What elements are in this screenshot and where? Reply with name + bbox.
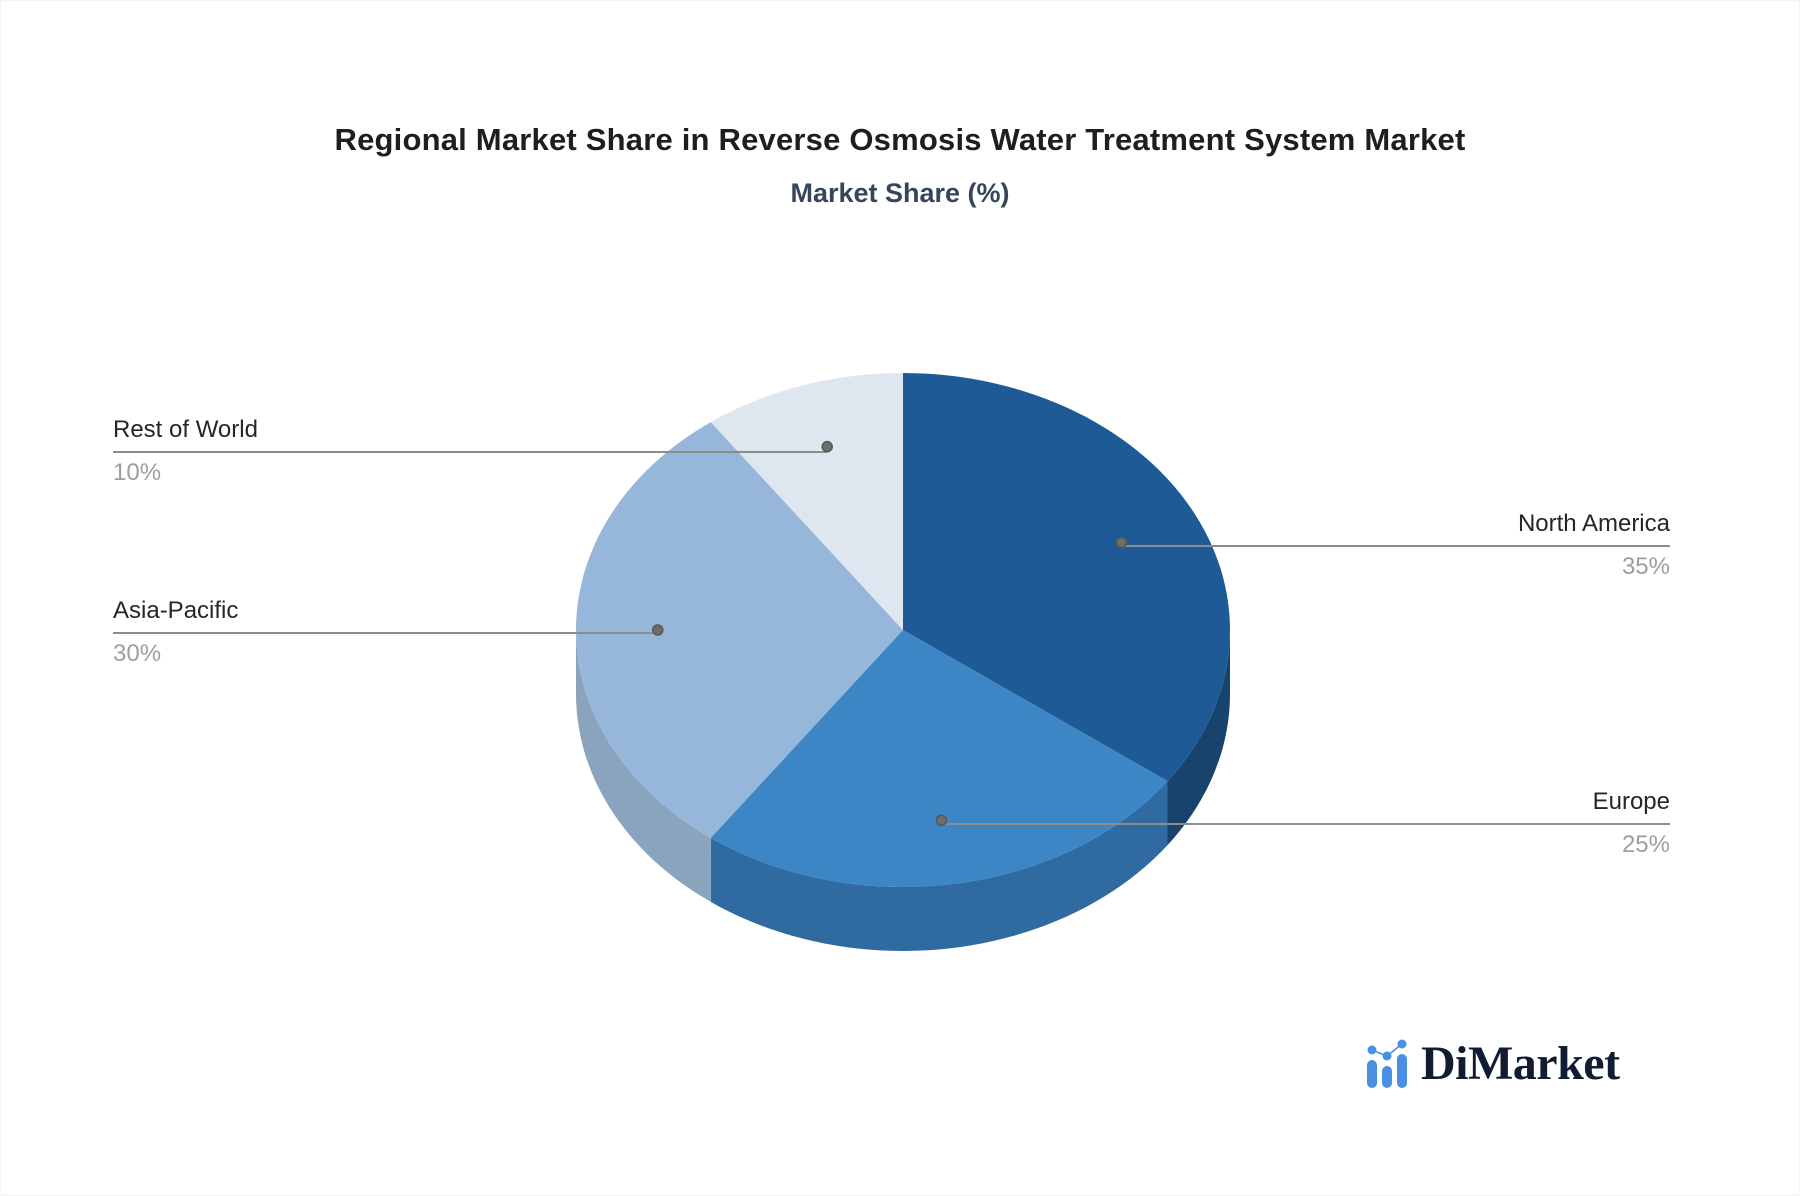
slice-label-name: Rest of World <box>113 416 258 443</box>
bar-chart-icon-part <box>1397 1039 1407 1049</box>
slice-label-value: 35% <box>1621 553 1670 580</box>
pie-slice[interactable] <box>710 373 903 630</box>
slice-label-name: North America <box>1517 510 1670 537</box>
chart-title: Regional Market Share in Reverse Osmosis… <box>334 122 1466 157</box>
pie-slice-side <box>710 781 1168 951</box>
slice-label-name: Asia-Pacific <box>113 597 239 624</box>
pie-slice[interactable] <box>903 373 1230 782</box>
brand-logo-text: DiMarket <box>1421 1037 1620 1090</box>
bar-chart-icon-part <box>1382 1051 1392 1061</box>
bar-chart-icon-part <box>1397 1054 1407 1088</box>
slice-label-value: 10% <box>113 459 162 486</box>
slice-label-value: 25% <box>1621 831 1670 858</box>
leader-dot <box>652 624 664 636</box>
pie-slice[interactable] <box>576 422 903 838</box>
leader-dot <box>821 440 833 453</box>
bar-chart-icon-part <box>1382 1066 1392 1088</box>
pie-slice-side <box>1167 630 1230 846</box>
bar-chart-icon <box>1367 1039 1407 1088</box>
leader-dot <box>1115 536 1128 549</box>
pie-slice[interactable] <box>710 630 1168 887</box>
bar-chart-icon-part <box>1367 1045 1377 1055</box>
pie-slice-side <box>576 630 711 902</box>
chart-subtitle: Market Share (%) <box>790 178 1010 208</box>
leader-dot <box>935 814 948 827</box>
brand-logo[interactable]: DiMarket <box>1365 1038 1620 1090</box>
bar-chart-icon-part <box>1367 1060 1377 1088</box>
slice-label-name: Europe <box>1592 788 1670 815</box>
slice-label-value: 30% <box>113 640 162 667</box>
